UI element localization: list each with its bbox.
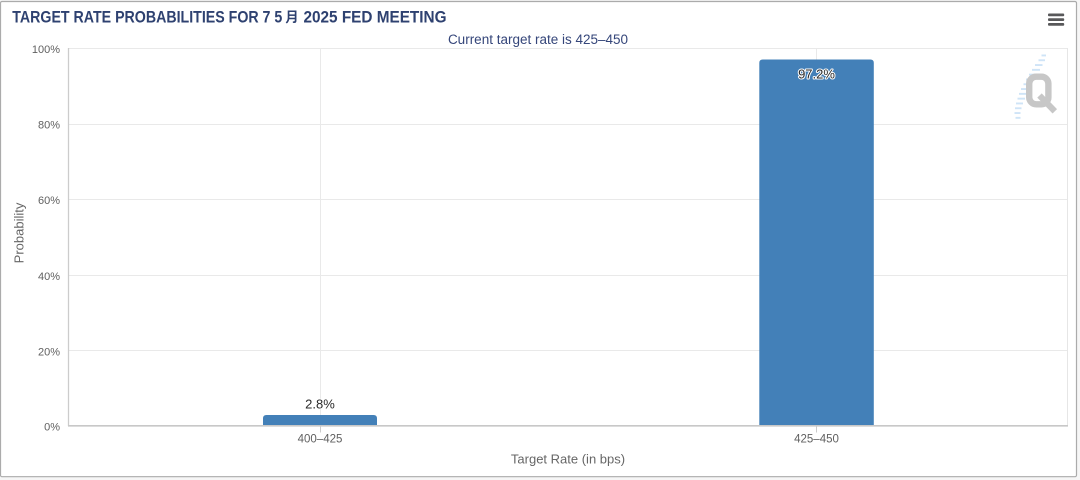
svg-text:Probability: Probability <box>12 202 27 263</box>
svg-text:425–450: 425–450 <box>794 434 839 446</box>
svg-text:2.8%: 2.8% <box>305 397 335 412</box>
svg-text:97.2%: 97.2% <box>798 66 835 81</box>
svg-text:Target Rate (in bps): Target Rate (in bps) <box>511 451 625 466</box>
svg-text:40%: 40% <box>38 271 60 283</box>
svg-text:100%: 100% <box>32 44 60 56</box>
svg-text:0%: 0% <box>44 422 60 434</box>
svg-text:60%: 60% <box>38 195 60 207</box>
svg-text:80%: 80% <box>38 120 60 132</box>
svg-text:20%: 20% <box>38 346 60 358</box>
svg-text:2025 FED MEETING: 2025 FED MEETING <box>304 8 447 27</box>
svg-text:Current target rate is 425–450: Current target rate is 425–450 <box>448 32 628 47</box>
svg-text:400–425: 400–425 <box>298 434 343 446</box>
svg-text:TARGET RATE PROBABILITIES FOR: TARGET RATE PROBABILITIES FOR 7 5 <box>12 8 282 27</box>
